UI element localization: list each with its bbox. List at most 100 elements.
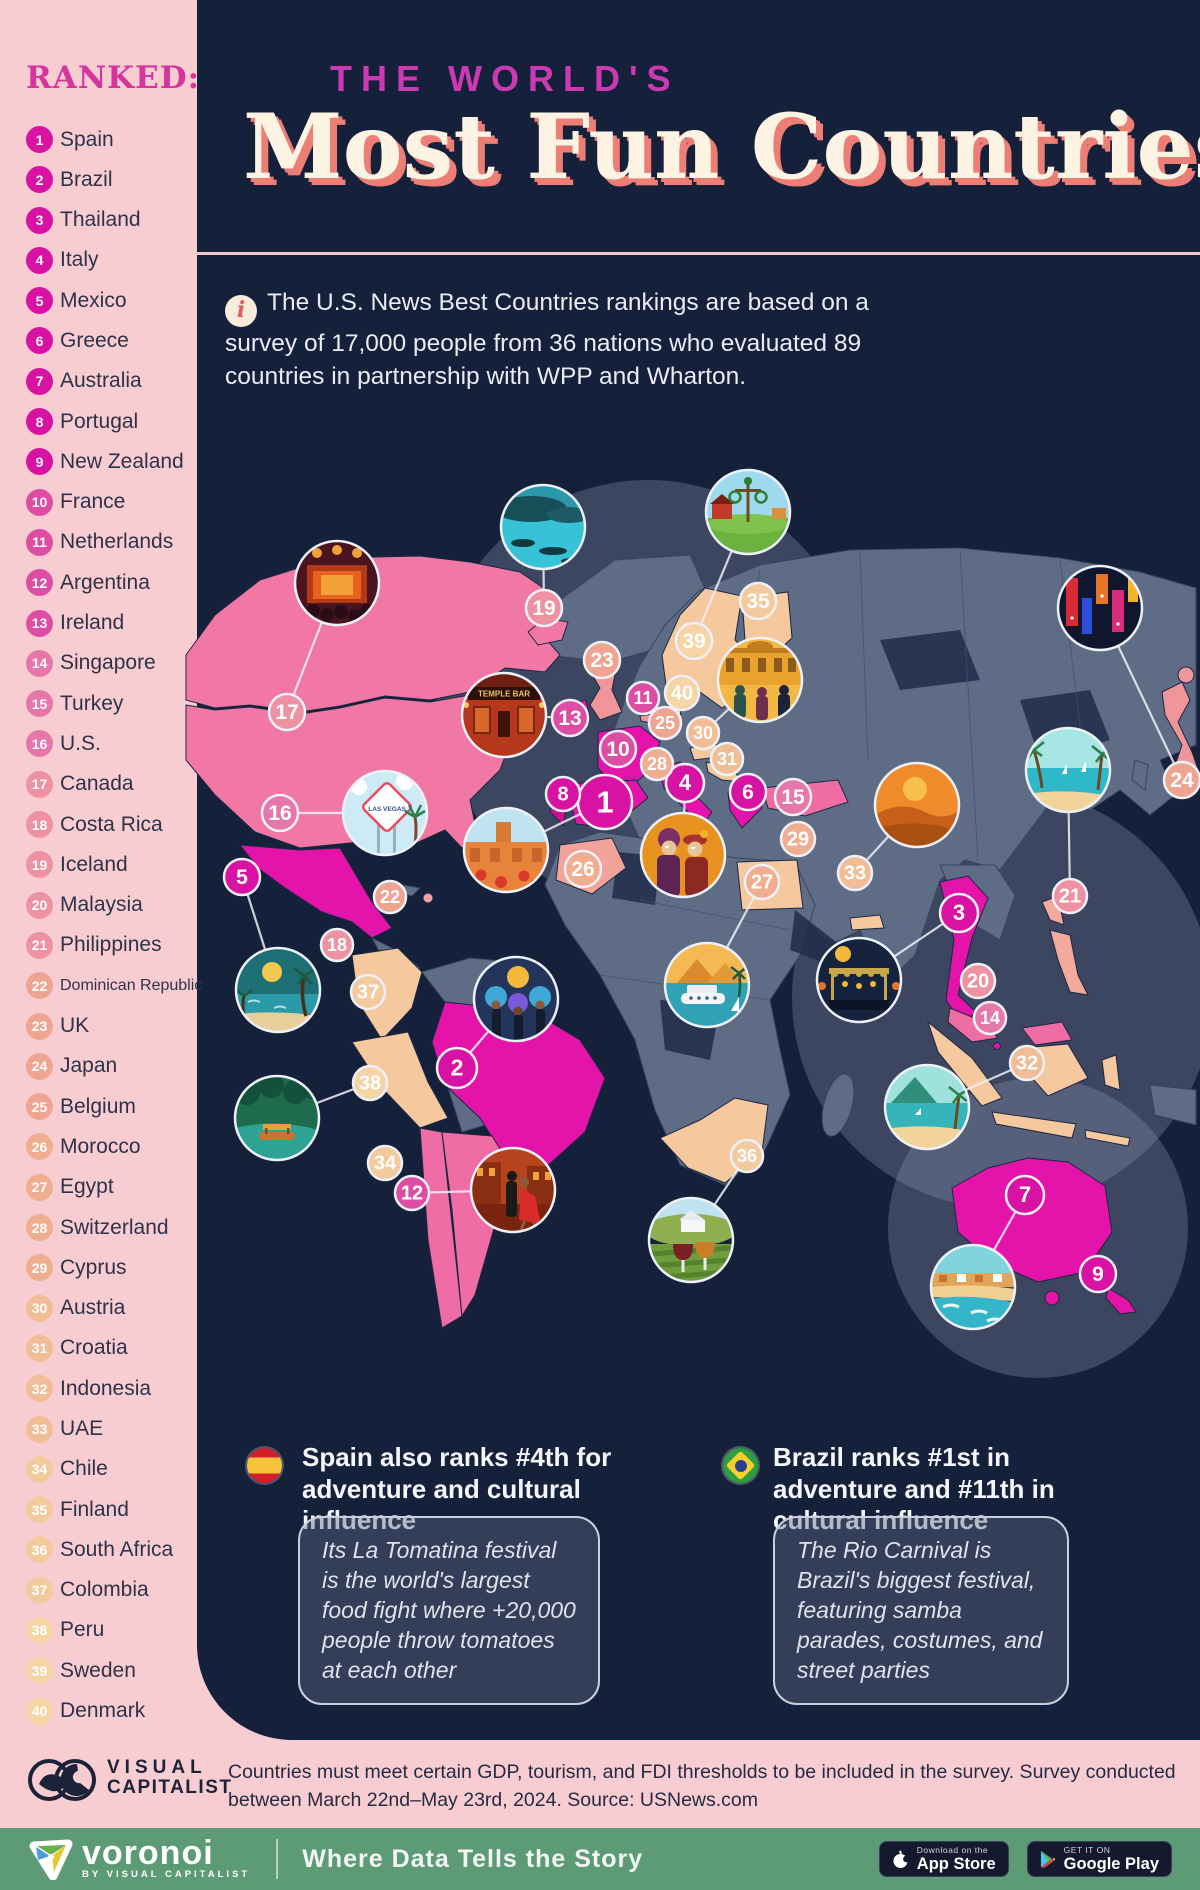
- rank-dot: 4: [26, 246, 53, 274]
- rank-dot: 40: [26, 1697, 53, 1725]
- app-store-badge[interactable]: Download on the App Store: [878, 1841, 1009, 1877]
- spain-flag-icon: [247, 1448, 282, 1483]
- rank-dot: 18: [26, 811, 53, 839]
- voronoi-mark: [29, 1839, 73, 1880]
- rank-dot: 31: [26, 1334, 53, 1362]
- rank-dot: 30: [26, 1294, 53, 1322]
- rank-list: 1 Spain 2 Brazil 3 Thailand 4 Italy 5 Mexico 6 Gree…: [26, 126, 202, 1738]
- rank-item-30: 30 Austria: [26, 1294, 202, 1322]
- brazil-callout-note: The Rio Carnival is Brazil's biggest fes…: [773, 1516, 1069, 1706]
- info-icon: i: [225, 294, 257, 327]
- rank-dot: 36: [26, 1536, 53, 1564]
- rank-dot: 19: [26, 851, 53, 879]
- rank-label: Dominican Republic: [60, 976, 203, 994]
- rank-label: Cyprus: [60, 1255, 127, 1279]
- rank-item-1: 1 Spain: [26, 126, 202, 153]
- rank-label: Mexico: [60, 288, 127, 312]
- rank-item-23: 23 UK: [26, 1012, 202, 1040]
- rank-label: New Zealand: [60, 449, 184, 473]
- google-play-label: Google Play: [1063, 1855, 1159, 1873]
- rank-item-40: 40 Denmark: [26, 1697, 202, 1725]
- rank-dot: 2: [26, 166, 53, 194]
- rank-label: Egypt: [60, 1175, 114, 1199]
- rank-item-35: 35 Finland: [26, 1496, 202, 1524]
- rank-label: Sweden: [60, 1658, 136, 1682]
- rank-label: Peru: [60, 1618, 105, 1642]
- rank-dot: 7: [26, 367, 53, 395]
- brazil-flag-globe: [734, 1459, 747, 1472]
- voronoi-logo: voronoi BY VISUAL CAPITALIST: [28, 1836, 251, 1880]
- rank-label: Malaysia: [60, 893, 143, 917]
- rank-label: Belgium: [60, 1094, 136, 1118]
- rank-dot: 34: [26, 1455, 53, 1483]
- rank-item-3: 3 Thailand: [26, 206, 202, 234]
- rank-label: Ireland: [60, 611, 125, 635]
- rank-label: U.S.: [60, 731, 101, 755]
- bottom-bar: voronoi BY VISUAL CAPITALIST Where Data …: [0, 1828, 1200, 1890]
- rank-dot: 16: [26, 730, 53, 758]
- rank-label: Australia: [60, 369, 142, 393]
- rank-label: Colombia: [60, 1578, 149, 1602]
- rank-dot: 35: [26, 1496, 53, 1524]
- rank-dot: 11: [26, 528, 53, 556]
- rank-item-8: 8 Portugal: [26, 408, 202, 436]
- rank-label: Austria: [60, 1296, 126, 1320]
- header-divider: [197, 252, 1200, 255]
- brazil-flag-icon: [723, 1448, 758, 1483]
- rank-item-2: 2 Brazil: [26, 166, 202, 194]
- page-title: Most Fun Countries: [243, 94, 1200, 200]
- rank-item-33: 33 UAE: [26, 1415, 202, 1443]
- rank-dot: 32: [26, 1375, 53, 1403]
- rank-dot: 25: [26, 1093, 53, 1121]
- rank-dot: 23: [26, 1012, 53, 1040]
- rank-item-25: 25 Belgium: [26, 1093, 202, 1121]
- rank-item-32: 32 Indonesia: [26, 1375, 202, 1403]
- spain-callout-note: Its La Tomatina festival is the world's …: [298, 1516, 600, 1706]
- rank-dot: 8: [26, 408, 53, 436]
- rank-dot: 20: [26, 891, 53, 919]
- rank-dot: 28: [26, 1214, 53, 1242]
- rank-item-10: 10 France: [26, 488, 202, 516]
- rank-item-20: 20 Malaysia: [26, 891, 202, 919]
- voronoi-sub: BY VISUAL CAPITALIST: [82, 1869, 251, 1880]
- rank-item-15: 15 Turkey: [26, 690, 202, 718]
- rank-item-5: 5 Mexico: [26, 287, 202, 315]
- methodology-note: i The U.S. News Best Countries rankings a…: [225, 286, 935, 393]
- rank-item-16: 16 U.S.: [26, 730, 202, 758]
- rank-label: Iceland: [60, 852, 128, 876]
- google-play-badge[interactable]: GET IT ON Google Play: [1026, 1841, 1172, 1877]
- rank-dot: 22: [26, 972, 53, 1000]
- google-play-icon: [1040, 1851, 1055, 1868]
- rank-label: Canada: [60, 772, 134, 796]
- google-play-kicker: GET IT ON: [1063, 1844, 1111, 1855]
- rank-label: Netherlands: [60, 530, 174, 554]
- rank-label: UK: [60, 1014, 90, 1038]
- rank-item-11: 11 Netherlands: [26, 528, 202, 556]
- rank-item-39: 39 Sweden: [26, 1657, 202, 1685]
- ranking-sidebar: RANKED: 1 Spain 2 Brazil 3 Thailand 4 Italy 5 Mex…: [0, 0, 202, 1740]
- rank-item-7: 7 Australia: [26, 367, 202, 395]
- rank-label: Costa Rica: [60, 812, 163, 836]
- source-note: Countries must meet certain GDP, tourism…: [228, 1761, 1176, 1811]
- rank-label: Brazil: [60, 167, 113, 191]
- rank-label: Italy: [60, 248, 99, 272]
- rank-dot: 10: [26, 488, 53, 516]
- rank-label: Portugal: [60, 409, 139, 433]
- app-store-label: App Store: [916, 1855, 996, 1873]
- rank-label: Morocco: [60, 1134, 141, 1158]
- rank-dot: 21: [26, 931, 53, 959]
- rank-label: Chile: [60, 1457, 108, 1481]
- rank-item-29: 29 Cyprus: [26, 1254, 202, 1282]
- rank-item-27: 27 Egypt: [26, 1173, 202, 1201]
- rank-dot: 38: [26, 1616, 53, 1644]
- rank-dot: 14: [26, 649, 53, 677]
- rank-label: Croatia: [60, 1336, 128, 1360]
- rank-item-9: 9 New Zealand: [26, 448, 202, 476]
- rank-item-31: 31 Croatia: [26, 1334, 202, 1362]
- rank-dot: 12: [26, 569, 53, 597]
- rank-item-19: 19 Iceland: [26, 851, 202, 879]
- rank-dot: 13: [26, 609, 53, 637]
- rank-item-13: 13 Ireland: [26, 609, 202, 637]
- app-store-kicker: Download on the: [916, 1844, 989, 1855]
